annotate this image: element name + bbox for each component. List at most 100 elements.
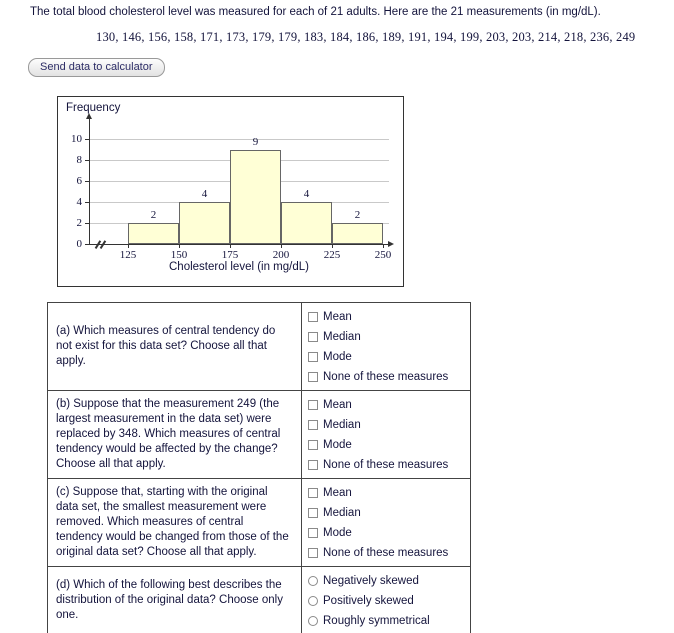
- histogram-bar: [128, 223, 179, 244]
- y-tick-label: 10: [71, 133, 82, 145]
- option-label: Mode: [323, 351, 352, 363]
- histogram-bar: [230, 149, 281, 244]
- x-tick-label: 250: [374, 249, 392, 261]
- question-text: (b) Suppose that the measurement 249 (th…: [56, 398, 281, 470]
- histogram-bar: [179, 202, 230, 244]
- option-none-of-these-measures[interactable]: None of these measures: [308, 455, 464, 475]
- option-label: Median: [323, 507, 361, 519]
- bar-value-label: 4: [303, 188, 310, 200]
- question-row-b: (b) Suppose that the measurement 249 (th…: [48, 391, 470, 479]
- x-tick-label: 200: [272, 249, 290, 261]
- y-tick-label: 4: [76, 196, 83, 208]
- y-tick-label: 6: [76, 175, 83, 187]
- option-label: Positively skewed: [323, 595, 414, 607]
- y-tick-mark: [85, 181, 89, 182]
- checkbox-median[interactable]: [308, 508, 318, 518]
- option-median[interactable]: Median: [308, 503, 464, 523]
- checkbox-mode[interactable]: [308, 352, 318, 362]
- option-label: Mode: [323, 439, 352, 451]
- checkbox-median[interactable]: [308, 332, 318, 342]
- option-label: Median: [323, 331, 361, 343]
- y-tick-mark: [85, 139, 89, 140]
- bar-value-label: 4: [201, 188, 208, 200]
- question-row-a: (a) Which measures of central tendency d…: [48, 303, 470, 391]
- option-none-of-these-measures[interactable]: None of these measures: [308, 543, 464, 563]
- y-tick-label: 8: [76, 154, 83, 166]
- option-positively-skewed[interactable]: Positively skewed: [308, 591, 464, 611]
- question-cell: (b) Suppose that the measurement 249 (th…: [48, 391, 301, 478]
- radio-negatively-skewed[interactable]: [308, 576, 318, 586]
- bar-value-label: 2: [150, 209, 157, 221]
- question-cell: (a) Which measures of central tendency d…: [48, 303, 301, 390]
- checkbox-mode[interactable]: [308, 528, 318, 538]
- intro-text: The total blood cholesterol level was me…: [30, 6, 601, 18]
- question-text: (d) Which of the following best describe…: [56, 579, 283, 621]
- checkbox-mean[interactable]: [308, 312, 318, 322]
- bar-value-label: 2: [354, 209, 361, 221]
- y-tick-label: 0: [76, 238, 83, 250]
- checkbox-none-of-these-measures[interactable]: [308, 372, 318, 382]
- answer-options-cell: Mean Median Mode None of these measures: [301, 479, 470, 566]
- y-axis-line: [89, 119, 90, 245]
- checkbox-mode[interactable]: [308, 440, 318, 450]
- x-tick-mark: [230, 245, 231, 248]
- option-label: Mode: [323, 527, 352, 539]
- bar-value-label: 9: [252, 135, 259, 148]
- x-tick-mark: [128, 245, 129, 248]
- option-median[interactable]: Median: [308, 415, 464, 435]
- option-negatively-skewed[interactable]: Negatively skewed: [308, 571, 464, 591]
- histogram-chart: Frequency 2 4 9 4 2 0 2 4 6 8 10 125 150 175 200 225 250…: [57, 96, 404, 287]
- radio-roughly-symmetrical[interactable]: [308, 616, 318, 626]
- option-label: None of these measures: [323, 371, 449, 383]
- x-axis-arrow-icon: [388, 241, 394, 247]
- x-tick-mark: [179, 245, 180, 248]
- x-tick-label: 175: [221, 249, 239, 261]
- option-mode[interactable]: Mode: [308, 347, 464, 367]
- checkbox-mean[interactable]: [308, 400, 318, 410]
- option-none-of-these-measures[interactable]: None of these measures: [308, 367, 464, 387]
- y-axis-title: Frequency: [66, 102, 121, 114]
- option-mode[interactable]: Mode: [308, 435, 464, 455]
- option-label: None of these measures: [323, 547, 449, 559]
- option-mean[interactable]: Mean: [308, 483, 464, 503]
- option-roughly-symmetrical[interactable]: Roughly symmetrical: [308, 611, 464, 631]
- checkbox-median[interactable]: [308, 420, 318, 430]
- answer-options-cell: Negatively skewed Positively skewed Roughl…: [301, 567, 470, 633]
- question-text: (a) Which measures of central tendency d…: [56, 325, 276, 367]
- x-tick-mark: [383, 245, 384, 248]
- option-median[interactable]: Median: [308, 327, 464, 347]
- questions-table: (a) Which measures of central tendency d…: [47, 302, 471, 633]
- option-label: Negatively skewed: [323, 575, 419, 587]
- x-tick-label: 125: [119, 249, 137, 261]
- histogram-bar: [281, 202, 332, 244]
- checkbox-mean[interactable]: [308, 488, 318, 498]
- x-tick-mark: [281, 245, 282, 248]
- option-mode[interactable]: Mode: [308, 523, 464, 543]
- question-cell: (d) Which of the following best describe…: [48, 567, 301, 633]
- option-label: Mean: [323, 487, 352, 499]
- x-tick-label: 150: [170, 249, 188, 261]
- y-tick-mark: [85, 202, 89, 203]
- histogram-plot-area: 2 4 9 4 2 0 2 4 6 8 10 125 150 175 200 225 250 Cholestero…: [58, 97, 403, 286]
- gridline: [90, 139, 389, 140]
- x-axis-line: [89, 244, 389, 245]
- option-mean[interactable]: Mean: [308, 307, 464, 327]
- y-axis-arrow-icon: [86, 113, 92, 119]
- question-text: (c) Suppose that, starting with the orig…: [56, 486, 289, 558]
- x-tick-mark: [332, 245, 333, 248]
- option-mean[interactable]: Mean: [308, 395, 464, 415]
- option-label: Roughly symmetrical: [323, 615, 430, 627]
- radio-positively-skewed[interactable]: [308, 596, 318, 606]
- histogram-bar: [332, 223, 383, 244]
- y-tick-mark: [85, 160, 89, 161]
- y-tick-label: 2: [76, 217, 83, 229]
- question-row-d: (d) Which of the following best describe…: [48, 567, 470, 633]
- checkbox-none-of-these-measures[interactable]: [308, 460, 318, 470]
- option-label: None of these measures: [323, 459, 449, 471]
- x-axis-title: Cholesterol level (in mg/dL): [169, 261, 309, 273]
- y-tick-mark: [85, 244, 89, 245]
- checkbox-none-of-these-measures[interactable]: [308, 548, 318, 558]
- send-data-to-calculator-button[interactable]: Send data to calculator: [28, 58, 165, 77]
- option-label: Mean: [323, 399, 352, 411]
